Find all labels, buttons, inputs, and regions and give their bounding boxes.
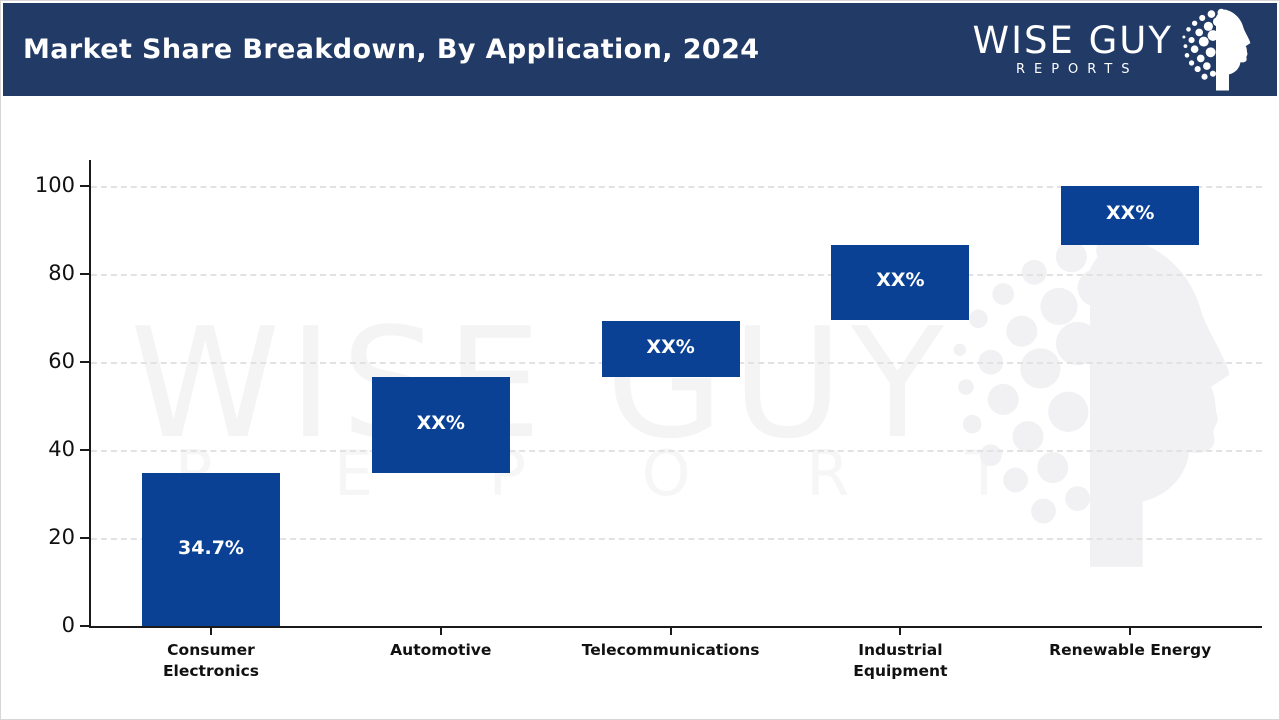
y-tick-label: 0 [61, 613, 75, 637]
y-tick-label: 40 [48, 436, 75, 461]
x-tick-mark [669, 628, 672, 635]
y-tick-mark [80, 272, 89, 275]
wiseguy-logo: WISE GUY REPORTS [973, 8, 1255, 92]
bar-label: XX% [876, 269, 925, 292]
x-tick-label: Automotive [390, 641, 492, 659]
logo-wordmark-text: WISE GUY [972, 19, 1173, 62]
bar-label: XX% [1106, 202, 1155, 224]
x-tick-mark [899, 628, 902, 635]
x-tick-label: Renewable Energy [1049, 641, 1212, 659]
bar-label: XX% [416, 412, 465, 435]
bar [371, 377, 510, 474]
x-tick-mark [1129, 628, 1132, 635]
bar [142, 473, 280, 626]
bar-label: 34.7% [178, 536, 244, 559]
gridline [91, 273, 1262, 276]
bar [831, 244, 970, 320]
y-tick-label: 100 [34, 172, 75, 197]
y-tick-mark [80, 184, 89, 187]
bar [601, 321, 740, 378]
x-tick-label: Industrial Equipment [853, 641, 948, 680]
logo-subtitle-text: REPORTS [1015, 62, 1139, 77]
y-tick-label: 80 [48, 260, 75, 285]
x-tick-mark [210, 628, 212, 635]
gridline [91, 449, 1262, 452]
y-tick-mark [80, 360, 89, 363]
page-title: Market Share Breakdown, By Application, … [23, 34, 760, 65]
logo-wordmark: WISE GUY REPORTS [973, 22, 1173, 77]
watermark-wordmark: WISE GUY [130, 295, 952, 472]
x-tick-mark [439, 628, 442, 635]
x-tick-label: Consumer Electronics [162, 641, 260, 680]
bar [1061, 185, 1200, 245]
y-tick-mark [80, 536, 89, 539]
wiseguy-head-icon [1177, 8, 1255, 92]
y-axis [89, 160, 91, 628]
y-tick-label: 60 [48, 348, 75, 373]
x-tick-label: Telecommunications [581, 641, 760, 659]
header: Market Share Breakdown, By Application, … [3, 3, 1277, 96]
y-tick-mark [80, 625, 89, 627]
y-tick-label: 20 [48, 524, 75, 549]
y-tick-mark [80, 448, 89, 451]
gridline [91, 185, 1262, 188]
gridline [91, 537, 1262, 540]
bar-label: XX% [646, 336, 695, 359]
x-axis [89, 626, 1262, 628]
